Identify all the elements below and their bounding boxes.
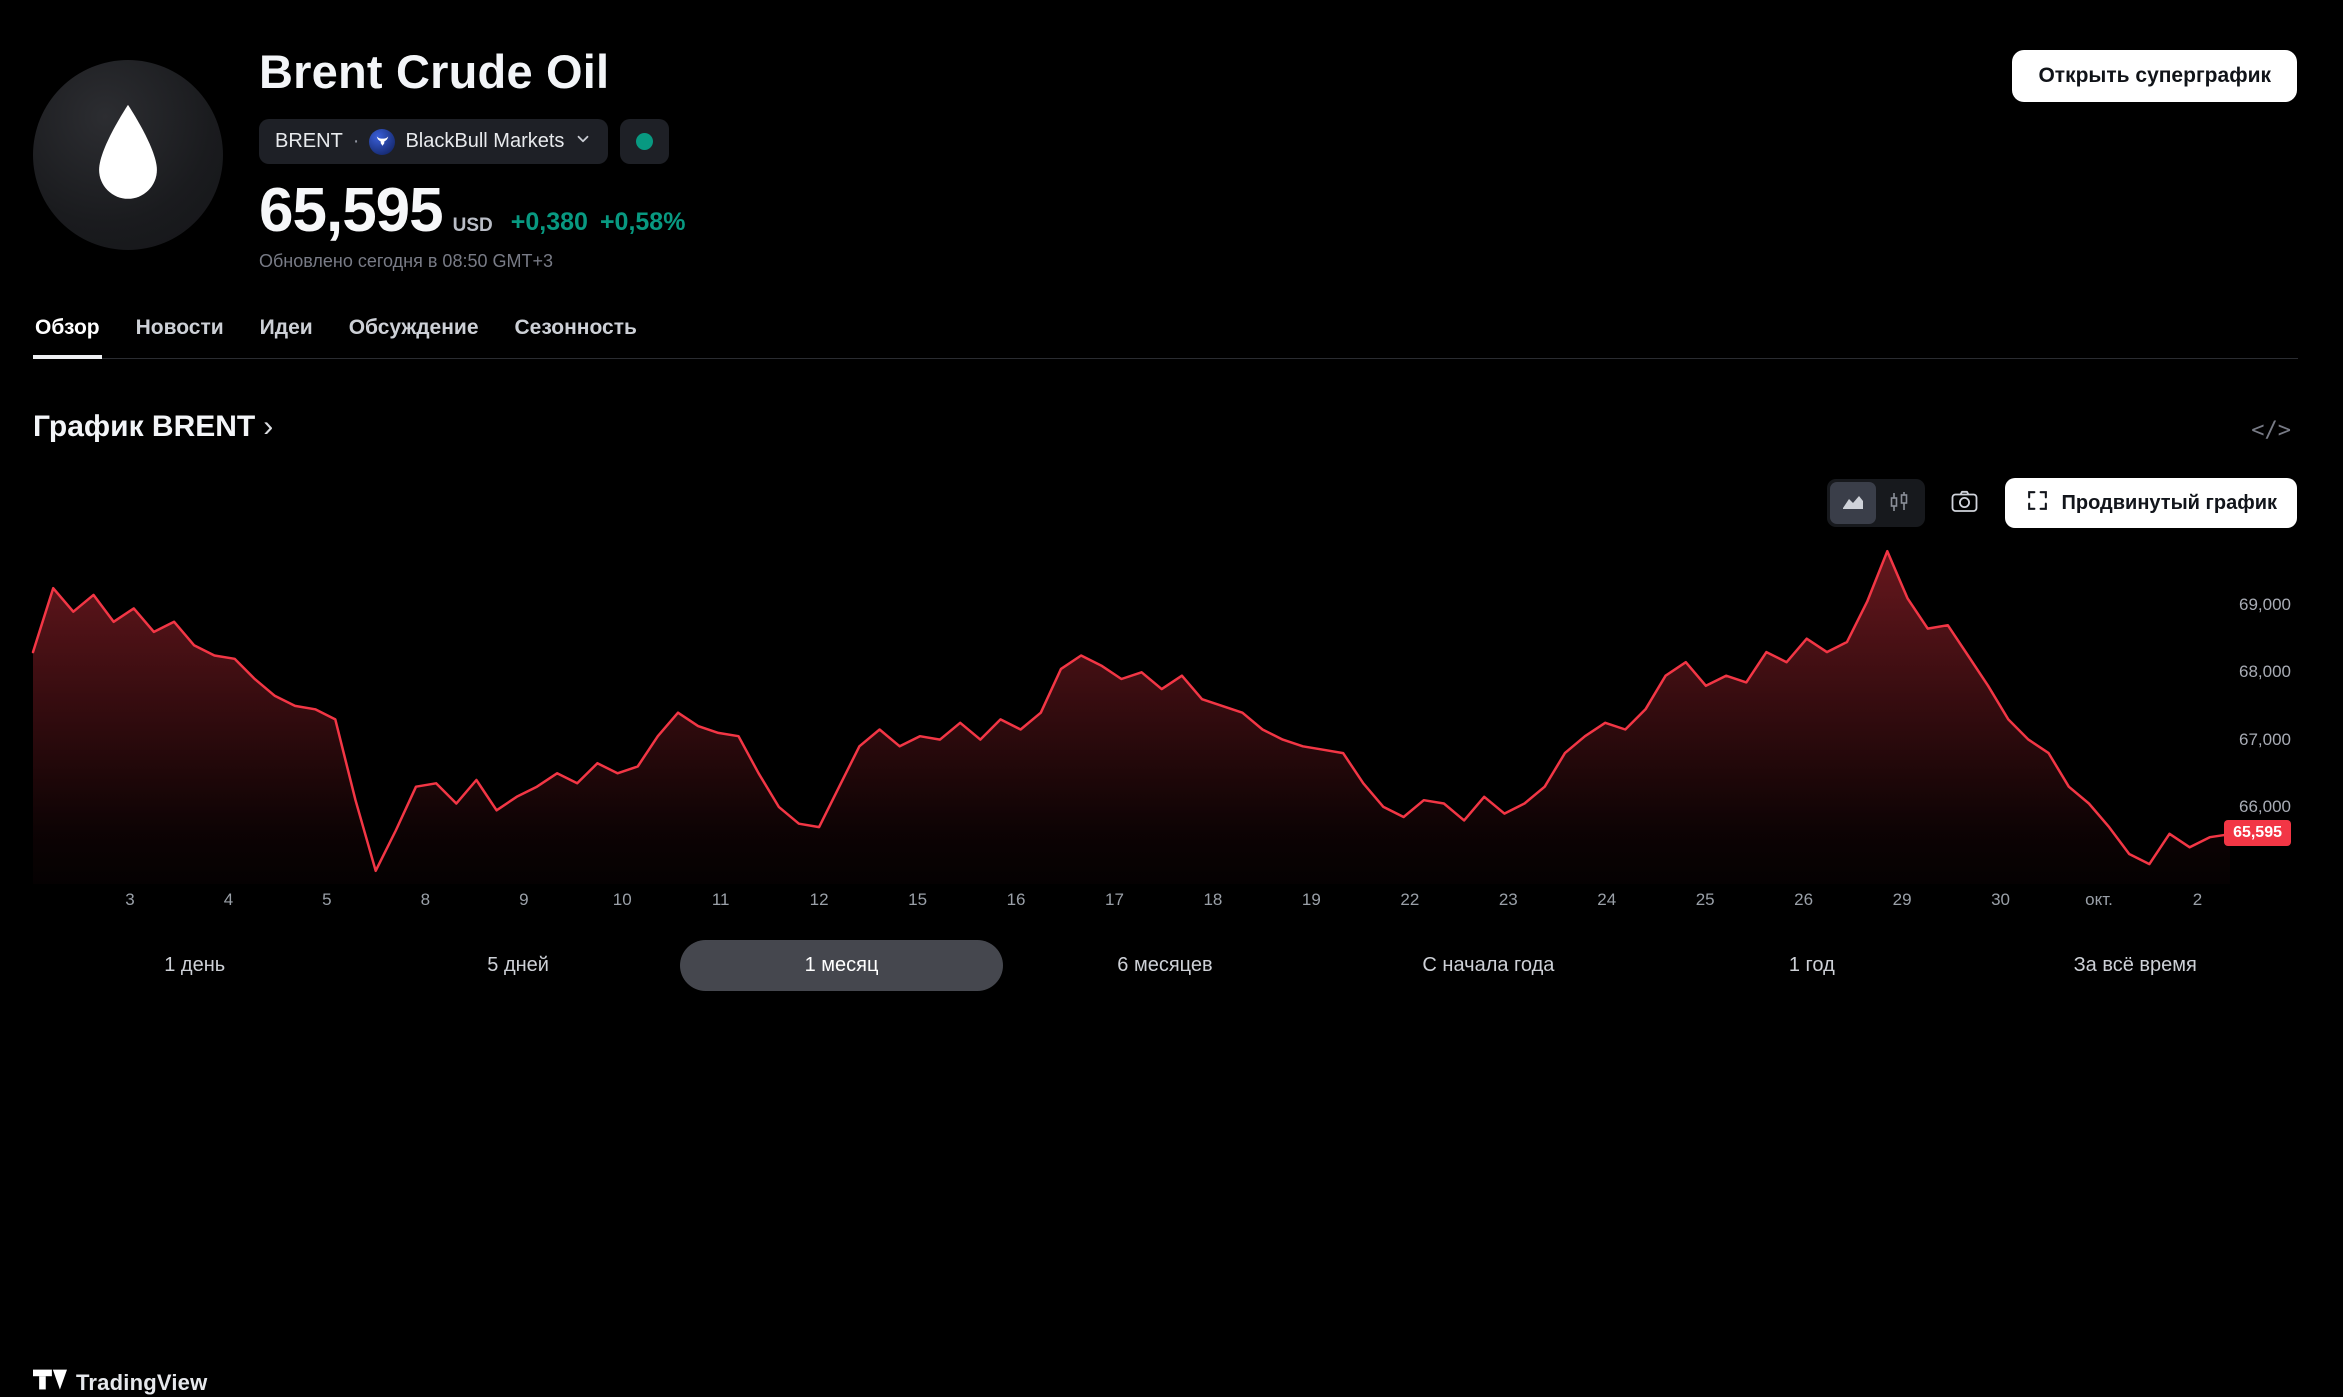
tradingview-logo-icon [33,1368,67,1397]
oil-drop-icon [89,100,167,211]
tab-discussion[interactable]: Обсуждение [348,316,479,339]
range-5-days[interactable]: 5 дней [356,940,679,991]
price-change-percent: +0,58% [599,208,686,237]
blackbull-logo-icon [369,128,396,155]
price-change-absolute: +0,380 [510,208,588,237]
market-status-button[interactable] [620,119,670,164]
market-open-dot-icon [636,133,654,150]
candlestick-icon [1888,491,1910,516]
chart-type-toggle [1826,479,1925,527]
symbol-separator: · [352,130,360,152]
tab-news[interactable]: Новости [135,316,224,339]
page-title: Brent Crude Oil [259,45,610,98]
x-axis-label: 9 [519,890,529,909]
x-axis-label: 15 [908,890,928,909]
fullscreen-corners-icon [2025,488,2050,519]
y-axis-label: 67,000 [2239,729,2291,749]
x-axis-label: 17 [1105,890,1124,909]
range-1-day[interactable]: 1 день [33,940,356,991]
range-1-year[interactable]: 1 год [1650,940,1973,991]
x-axis-label: 25 [1695,890,1715,909]
area-chart-type-button[interactable] [1829,482,1876,524]
advanced-chart-button[interactable]: Продвинутый график [2004,478,2297,528]
open-superchart-button[interactable]: Открыть суперграфик [2012,50,2297,102]
chart-section-title[interactable]: График BRENT › [33,410,273,444]
x-axis-label: 29 [1892,890,1912,909]
range-selector: 1 день 5 дней 1 месяц 6 месяцев С начала… [33,940,2297,991]
x-axis-label: 4 [223,890,234,909]
x-axis-label: 12 [809,890,829,909]
x-axis-label: 22 [1400,890,1420,909]
x-axis-label: 30 [1991,890,2011,909]
chevron-right-icon: › [263,410,274,443]
x-axis-label: окт. [2085,890,2113,909]
x-axis-label: 10 [612,890,632,909]
chart-line [31,549,2232,873]
chart-canvas [31,549,2235,884]
x-axis-label: 5 [322,890,332,909]
x-axis-label: 3 [125,890,135,909]
snapshot-camera-button[interactable] [1941,479,1989,527]
last-price-badge: 65,595 [2224,820,2291,847]
candles-chart-type-button[interactable] [1876,482,1922,524]
range-all-time[interactable]: За всё время [1974,940,2297,991]
x-axis-label: 19 [1301,890,1321,909]
tab-ideas[interactable]: Идеи [259,316,313,339]
last-updated-text: Обновлено сегодня в 08:50 GMT+3 [259,251,553,272]
x-axis-label: 24 [1597,890,1617,909]
embed-code-icon[interactable]: </> [2251,418,2291,443]
price-change: +0,380 +0,58% [511,208,686,239]
x-axis-label: 8 [420,890,431,909]
x-axis-label: 11 [711,890,730,909]
price-chart[interactable]: 69,000 68,000 67,000 66,000 65,595 3 4 5 8 9 10 1… [0,530,2343,1395]
chevron-down-icon [574,130,592,154]
y-axis-label: 68,000 [2239,662,2291,682]
tab-seasonality[interactable]: Сезонность [514,316,637,339]
x-axis-label: 26 [1794,890,1814,909]
x-axis-label: 16 [1006,890,1026,909]
chart-section-label: График BRENT [33,410,256,443]
symbol-selector-button[interactable]: BRENT · BlackBull Markets [259,119,609,164]
tradingview-attribution[interactable]: TradingView [33,1368,207,1397]
camera-icon [1951,490,1978,516]
x-axis-label: 18 [1203,890,1223,909]
y-axis-label: 69,000 [2239,595,2291,614]
chart-toolbar: Продвинутый график [1826,478,2297,528]
range-6-months[interactable]: 6 месяцев [1003,940,1326,991]
symbol-header: Brent Crude Oil BRENT · BlackBull Market… [259,44,685,272]
range-ytd[interactable]: С начала года [1327,940,1650,991]
tab-overview[interactable]: Обзор [33,312,102,359]
symbol-row: BRENT · BlackBull Markets [259,119,685,164]
tradingview-wordmark: TradingView [76,1369,208,1395]
price-row: 65,595 USD +0,380 +0,58% [259,176,686,245]
x-axis-label: 2 [2192,890,2203,909]
symbol-logo [33,60,223,250]
chart-area-fill [33,551,2230,884]
symbol-ticker: BRENT [275,130,343,152]
symbol-broker: BlackBull Markets [405,130,565,152]
y-axis-label: 66,000 [2239,796,2291,816]
advanced-chart-label: Продвинутый график [2061,491,2277,514]
symbol-tabs: Обзор Новости Идеи Обсуждение Сезонность [33,312,2298,359]
range-1-month[interactable]: 1 месяц [679,940,1004,991]
area-chart-icon [1841,492,1865,515]
x-axis-label: 23 [1498,890,1518,909]
price-currency: USD [452,215,493,237]
current-price: 65,595 [259,176,444,245]
